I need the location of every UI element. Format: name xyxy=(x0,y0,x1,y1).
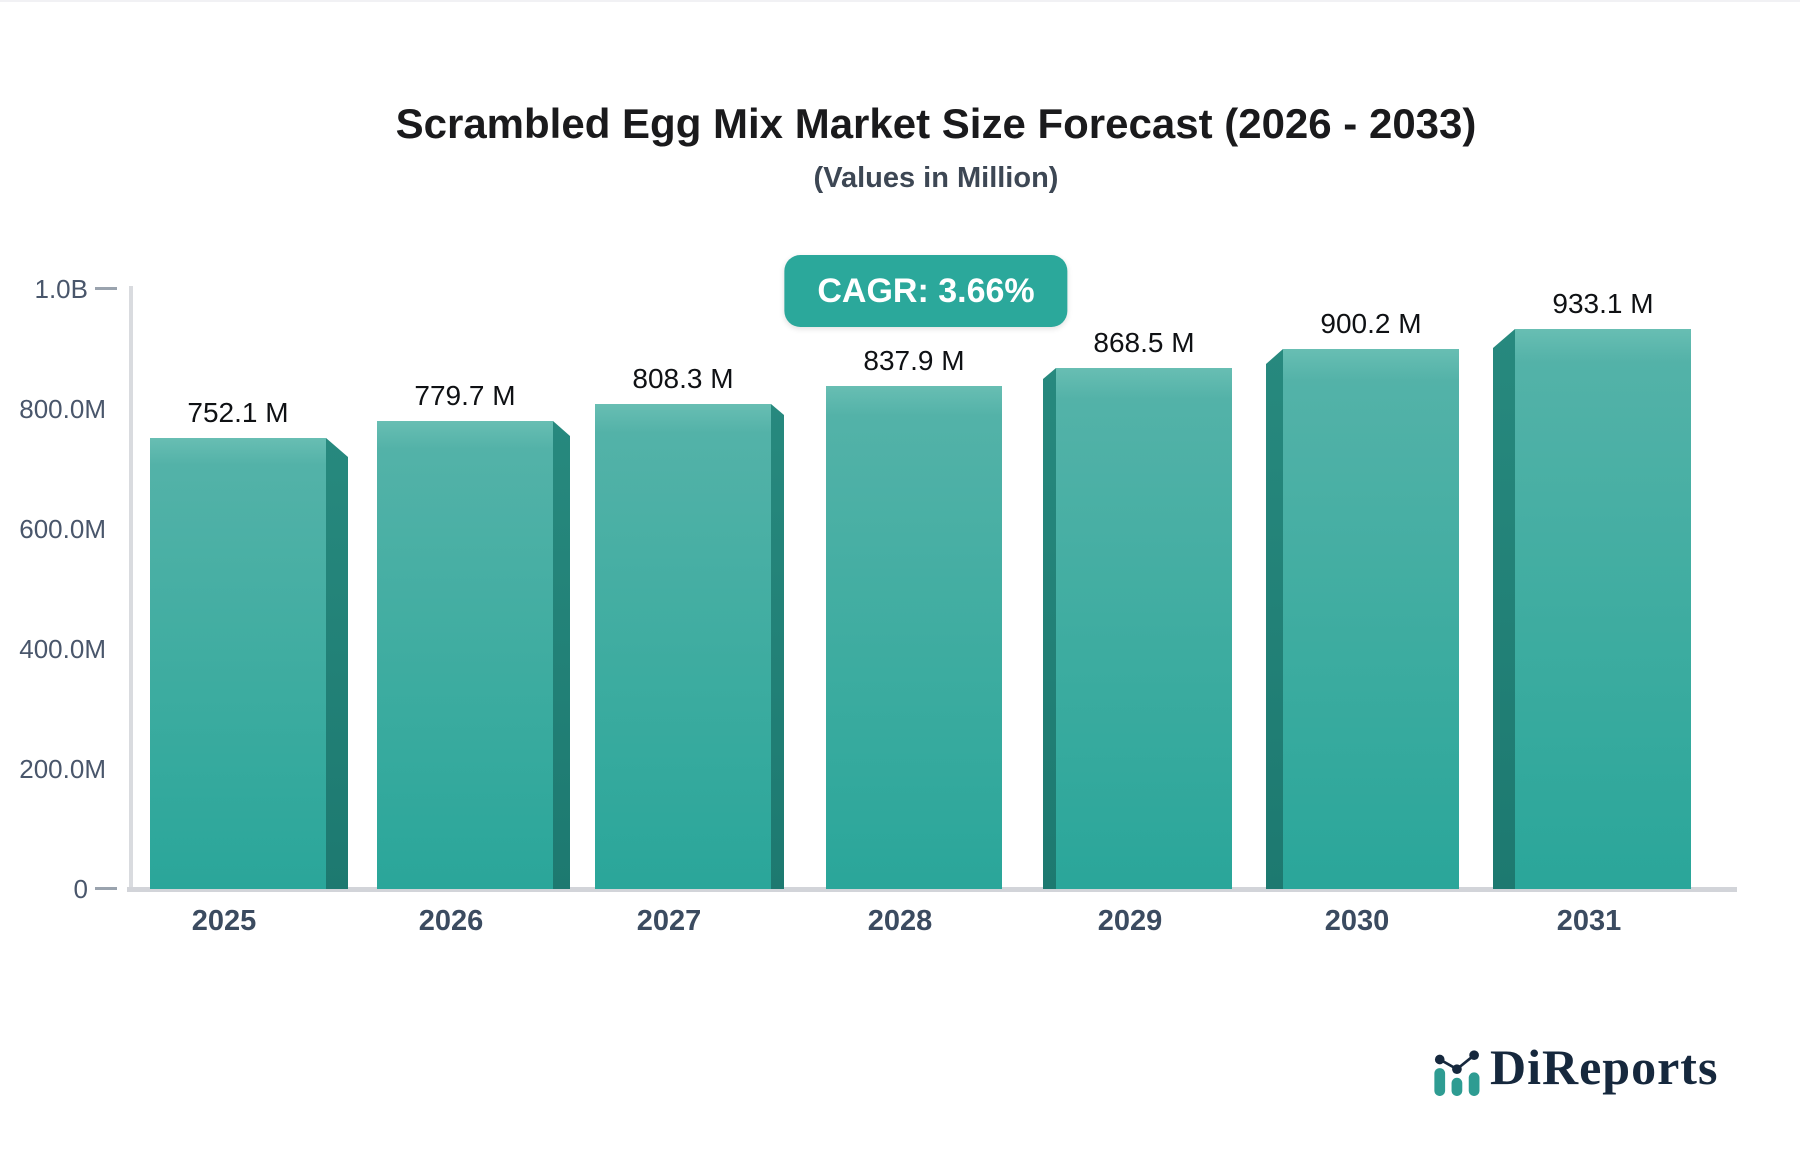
cagr-badge: CAGR: 3.66% xyxy=(784,255,1068,327)
bar-value-label: 837.9 M xyxy=(863,345,965,376)
bar-value-label: 933.1 M xyxy=(1552,288,1654,319)
bar-value-label: 808.3 M xyxy=(632,363,734,394)
bar-value-label: 752.1 M xyxy=(187,397,289,428)
chart-title: Scrambled Egg Mix Market Size Forecast (… xyxy=(395,100,1477,147)
x-axis-label-2026: 2026 xyxy=(418,905,484,937)
y-axis-line xyxy=(129,286,133,891)
y-tick-label: 600.0M xyxy=(19,514,106,544)
bar-side-2025 xyxy=(326,438,348,889)
bar-value-label: 779.7 M xyxy=(414,380,516,411)
x-axis-baseline xyxy=(127,887,1737,892)
bar-side-2026 xyxy=(553,421,570,889)
bar-2031 xyxy=(1515,329,1691,889)
y-tick-dash xyxy=(95,887,117,890)
bar-side-2030 xyxy=(1266,349,1283,889)
bar-2028 xyxy=(826,386,1002,889)
x-axis-label-2028: 2028 xyxy=(867,905,933,937)
chart-subtitle: (Values in Million) xyxy=(813,162,1059,194)
y-tick-label: 800.0M xyxy=(19,394,106,424)
bar-2027 xyxy=(595,404,771,889)
x-axis-label-2027: 2027 xyxy=(636,905,702,937)
y-tick-label: 1.0B xyxy=(34,274,89,304)
logo-text: DiReports xyxy=(1490,1039,1719,1095)
bar-side-2029 xyxy=(1043,368,1056,889)
y-tick-label: 200.0M xyxy=(19,754,106,784)
y-tick-label: 400.0M xyxy=(19,634,106,664)
x-axis-label-2030: 2030 xyxy=(1324,905,1390,937)
mini-bar-chart-icon xyxy=(1434,1050,1480,1096)
x-axis-label-2025: 2025 xyxy=(191,905,257,937)
bar-value-label: 868.5 M xyxy=(1093,327,1195,358)
bar-2029 xyxy=(1056,368,1232,889)
bar-side-2027 xyxy=(771,404,784,889)
bar-2030 xyxy=(1283,349,1459,889)
x-axis-label-2031: 2031 xyxy=(1556,905,1622,937)
y-tick-label: 0 xyxy=(73,874,88,904)
bar-2026 xyxy=(377,421,553,889)
x-axis-label-2029: 2029 xyxy=(1097,905,1163,937)
bar-value-label: 900.2 M xyxy=(1320,308,1422,339)
bar-side-2031 xyxy=(1493,329,1515,889)
direports-logo: DiReports xyxy=(1432,1038,1718,1096)
bar-2025 xyxy=(150,438,326,889)
y-tick-dash xyxy=(95,287,117,290)
